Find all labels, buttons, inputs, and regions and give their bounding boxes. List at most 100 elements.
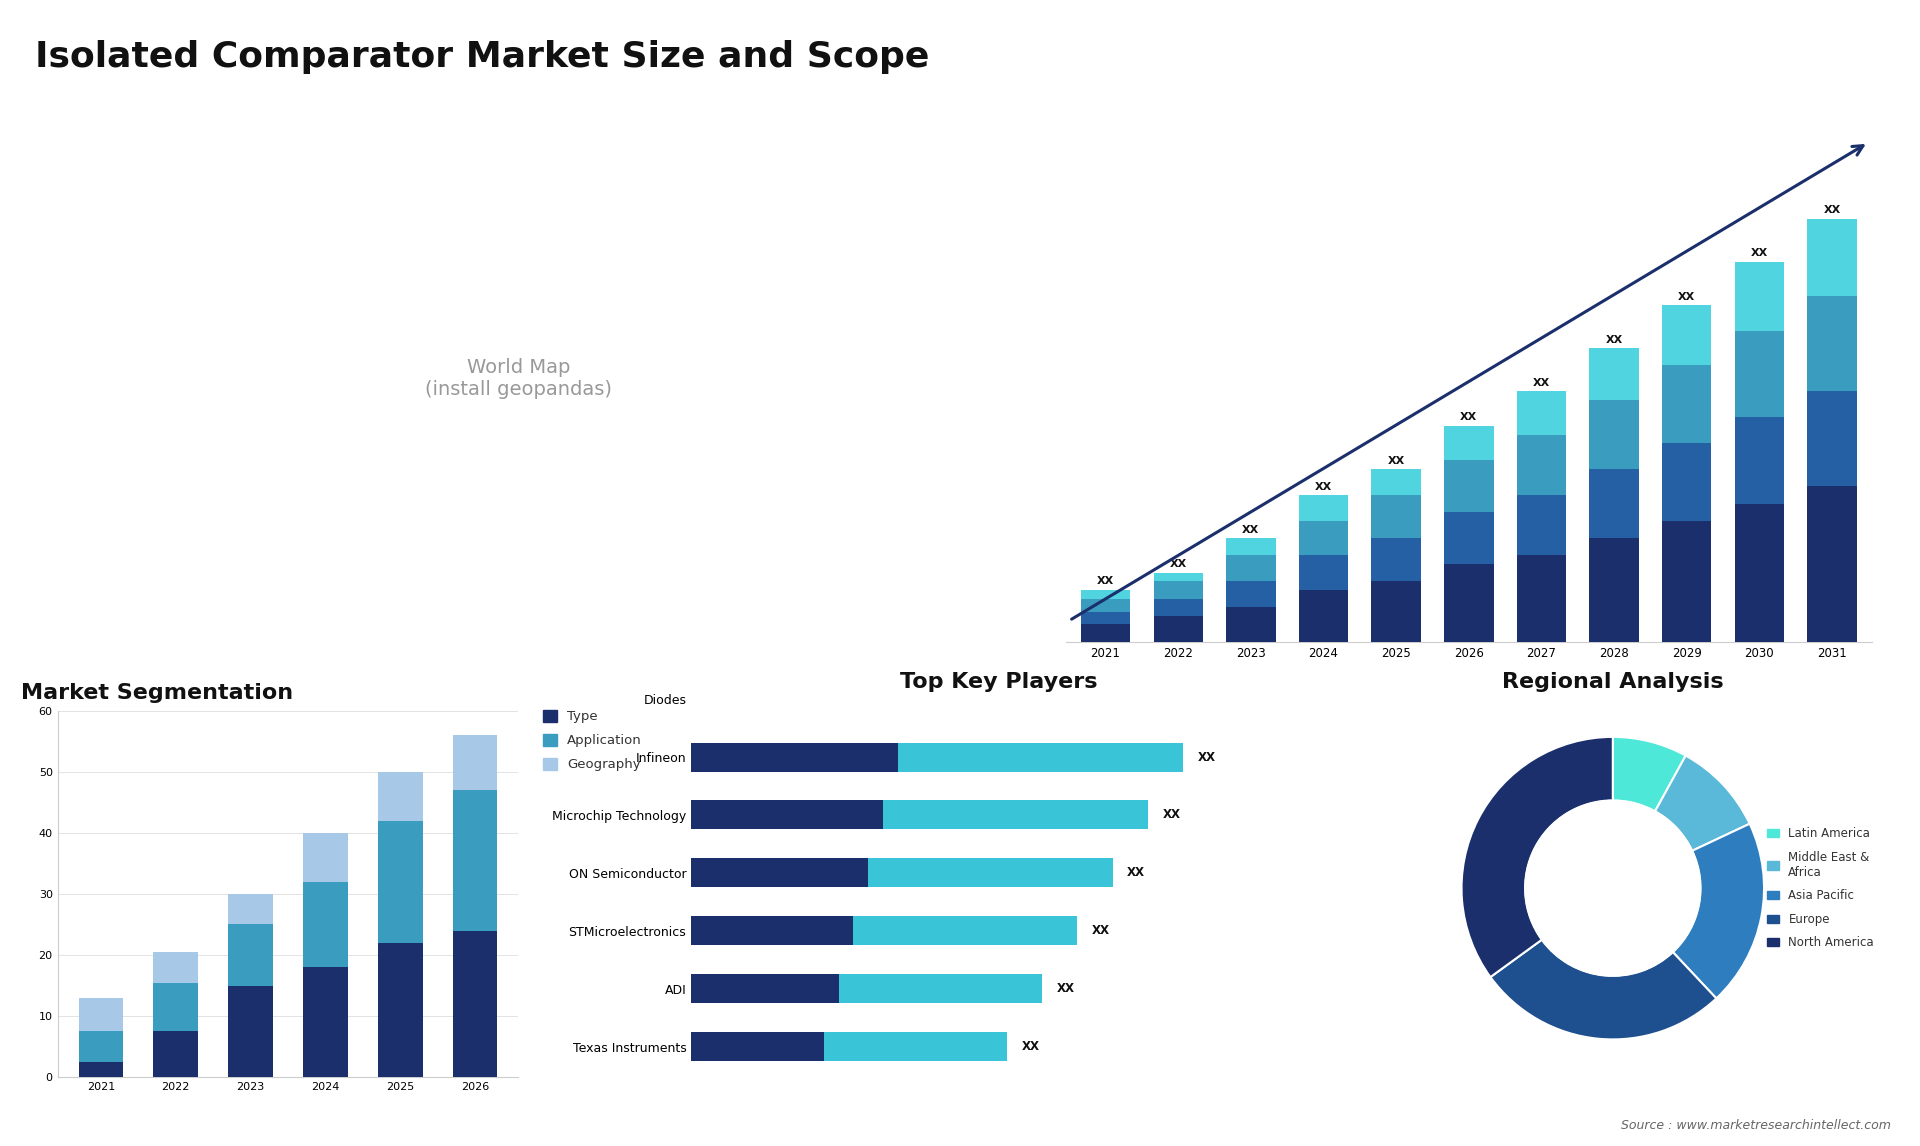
- Bar: [691, 974, 839, 1004]
- Bar: [1298, 590, 1348, 642]
- Bar: [1734, 261, 1784, 331]
- Text: XX: XX: [1169, 559, 1187, 570]
- Bar: [228, 925, 273, 986]
- Bar: [1298, 495, 1348, 521]
- Bar: [154, 1031, 198, 1077]
- Wedge shape: [1672, 824, 1764, 998]
- Text: XX: XX: [1198, 751, 1215, 763]
- Bar: [378, 943, 422, 1077]
- Bar: [303, 967, 348, 1077]
- Legend: Type, Application, Geography: Type, Application, Geography: [538, 704, 649, 778]
- Text: XX: XX: [1127, 866, 1144, 879]
- Bar: [1298, 556, 1348, 590]
- Bar: [691, 858, 868, 887]
- Bar: [839, 974, 1043, 1004]
- Bar: [1081, 598, 1131, 612]
- Bar: [1298, 521, 1348, 556]
- Title: Top Key Players: Top Key Players: [900, 672, 1096, 692]
- Bar: [1154, 573, 1204, 581]
- Bar: [691, 1033, 824, 1061]
- Bar: [453, 931, 497, 1077]
- Bar: [1227, 607, 1275, 642]
- Bar: [1734, 417, 1784, 503]
- Bar: [453, 790, 497, 931]
- Text: XX: XX: [1162, 808, 1181, 822]
- Bar: [378, 821, 422, 943]
- Bar: [154, 952, 198, 982]
- Bar: [79, 1031, 123, 1062]
- Bar: [868, 858, 1112, 887]
- Wedge shape: [1461, 737, 1613, 978]
- Bar: [1517, 495, 1567, 556]
- Bar: [1663, 444, 1711, 521]
- Bar: [1371, 539, 1421, 581]
- Bar: [691, 917, 852, 945]
- Bar: [1081, 625, 1131, 642]
- Bar: [899, 743, 1183, 771]
- Bar: [1227, 556, 1275, 581]
- Text: XX: XX: [1461, 413, 1476, 423]
- Bar: [824, 1033, 1008, 1061]
- Bar: [883, 801, 1148, 830]
- Bar: [1517, 434, 1567, 495]
- Bar: [1807, 486, 1857, 642]
- Bar: [1081, 612, 1131, 625]
- Bar: [1517, 556, 1567, 642]
- Bar: [228, 894, 273, 925]
- Bar: [691, 801, 883, 830]
- Bar: [303, 833, 348, 881]
- Title: Regional Analysis: Regional Analysis: [1501, 672, 1724, 692]
- Bar: [1663, 366, 1711, 444]
- Wedge shape: [1655, 755, 1749, 850]
- Text: Source : www.marketresearchintellect.com: Source : www.marketresearchintellect.com: [1620, 1120, 1891, 1132]
- Bar: [1371, 581, 1421, 642]
- Bar: [1807, 391, 1857, 486]
- Legend: Latin America, Middle East &
Africa, Asia Pacific, Europe, North America: Latin America, Middle East & Africa, Asi…: [1763, 822, 1880, 955]
- Bar: [1371, 495, 1421, 539]
- Text: MARKET
RESEARCH
INTELLECT: MARKET RESEARCH INTELLECT: [1784, 62, 1847, 100]
- Wedge shape: [1613, 737, 1686, 811]
- Text: XX: XX: [1315, 481, 1332, 492]
- Bar: [1154, 598, 1204, 615]
- Text: Market Segmentation: Market Segmentation: [21, 683, 294, 704]
- Bar: [852, 917, 1077, 945]
- Wedge shape: [1490, 940, 1716, 1039]
- Bar: [1154, 581, 1204, 598]
- Bar: [1807, 219, 1857, 297]
- Bar: [1590, 539, 1640, 642]
- Bar: [1517, 391, 1567, 434]
- Bar: [1227, 539, 1275, 556]
- Bar: [378, 771, 422, 821]
- Bar: [79, 998, 123, 1031]
- Bar: [228, 986, 273, 1077]
- Bar: [691, 743, 899, 771]
- Bar: [1590, 400, 1640, 469]
- Bar: [453, 735, 497, 790]
- Text: XX: XX: [1021, 1041, 1041, 1053]
- Bar: [1734, 503, 1784, 642]
- Bar: [1444, 461, 1494, 512]
- Bar: [1154, 615, 1204, 642]
- Bar: [1590, 348, 1640, 400]
- Bar: [1444, 564, 1494, 642]
- Text: XX: XX: [1751, 249, 1768, 258]
- Text: World Map
(install geopandas): World Map (install geopandas): [424, 358, 612, 399]
- Bar: [154, 982, 198, 1031]
- Text: XX: XX: [1096, 576, 1114, 587]
- Bar: [1081, 590, 1131, 598]
- Bar: [1371, 469, 1421, 495]
- Bar: [1734, 331, 1784, 417]
- Text: Isolated Comparator Market Size and Scope: Isolated Comparator Market Size and Scop…: [35, 40, 929, 74]
- Text: XX: XX: [1824, 205, 1841, 215]
- Circle shape: [1524, 800, 1701, 976]
- Bar: [303, 881, 348, 967]
- Bar: [79, 1062, 123, 1077]
- Text: XX: XX: [1605, 335, 1622, 345]
- Text: XX: XX: [1388, 456, 1405, 465]
- Bar: [1227, 581, 1275, 607]
- Text: XX: XX: [1532, 378, 1549, 387]
- Text: XX: XX: [1242, 525, 1260, 535]
- Bar: [1663, 305, 1711, 366]
- Bar: [1590, 469, 1640, 539]
- Text: XX: XX: [1058, 982, 1075, 996]
